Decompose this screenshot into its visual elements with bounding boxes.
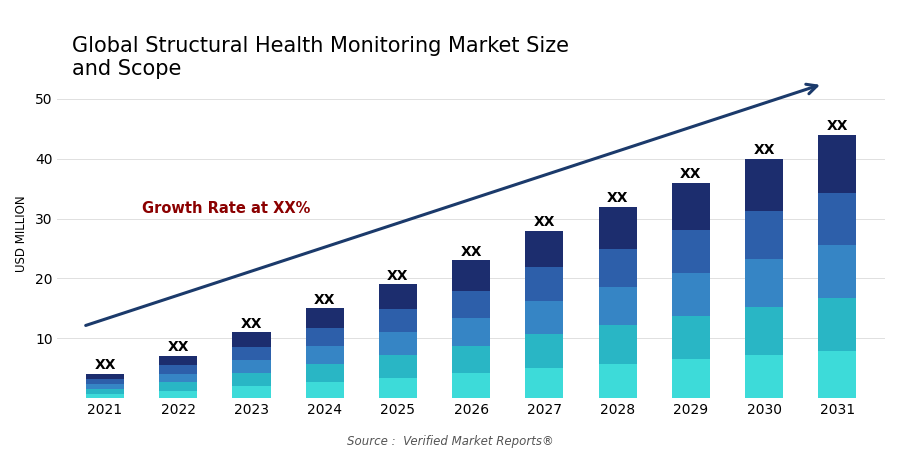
Bar <box>745 159 783 212</box>
Bar <box>526 301 563 334</box>
Bar <box>452 318 491 346</box>
Text: XX: XX <box>826 119 848 133</box>
Bar <box>306 308 344 328</box>
Bar <box>598 364 636 398</box>
Bar <box>159 382 197 391</box>
Text: XX: XX <box>314 292 336 306</box>
Bar <box>452 374 491 398</box>
Bar <box>672 273 710 316</box>
Bar <box>598 207 636 249</box>
Bar <box>818 193 857 245</box>
Bar <box>306 328 344 346</box>
Bar <box>306 382 344 398</box>
Bar <box>232 373 271 386</box>
Text: Source :  Verified Market Reports®: Source : Verified Market Reports® <box>346 436 554 449</box>
Bar <box>232 386 271 398</box>
Bar <box>818 298 857 351</box>
Bar <box>86 384 124 389</box>
Bar <box>818 351 857 398</box>
Text: XX: XX <box>387 269 409 283</box>
Bar <box>818 245 857 298</box>
Bar <box>745 307 783 355</box>
Bar <box>818 135 857 193</box>
Bar <box>526 230 563 267</box>
Bar <box>598 287 636 325</box>
Bar <box>672 360 710 398</box>
Text: Global Structural Health Monitoring Market Size
and Scope: Global Structural Health Monitoring Mark… <box>72 36 569 79</box>
Bar <box>452 261 491 291</box>
Text: XX: XX <box>607 191 628 205</box>
Bar <box>526 368 563 398</box>
Bar <box>452 291 491 318</box>
Text: XX: XX <box>241 316 262 330</box>
Text: Growth Rate at XX%: Growth Rate at XX% <box>141 201 310 216</box>
Bar <box>159 356 197 365</box>
Bar <box>672 316 710 360</box>
Bar <box>379 332 417 355</box>
Text: XX: XX <box>680 167 702 181</box>
Bar <box>232 347 271 360</box>
Text: XX: XX <box>167 341 189 355</box>
Bar <box>598 325 636 364</box>
Bar <box>672 183 710 230</box>
Bar <box>379 284 417 310</box>
Bar <box>379 310 417 332</box>
Bar <box>526 334 563 368</box>
Bar <box>598 249 636 287</box>
Bar <box>159 391 197 398</box>
Bar <box>745 259 783 307</box>
Bar <box>526 267 563 301</box>
Bar <box>232 332 271 347</box>
Text: XX: XX <box>94 358 116 373</box>
Bar <box>232 360 271 373</box>
Bar <box>306 346 344 364</box>
Bar <box>306 364 344 382</box>
Bar <box>672 230 710 273</box>
Bar <box>745 212 783 259</box>
Text: XX: XX <box>461 245 482 259</box>
Bar <box>86 389 124 394</box>
Bar <box>745 355 783 398</box>
Bar <box>379 378 417 398</box>
Bar <box>452 346 491 374</box>
Bar <box>379 355 417 378</box>
Bar <box>86 379 124 384</box>
Text: XX: XX <box>753 143 775 157</box>
Bar <box>86 374 124 379</box>
Bar <box>86 394 124 398</box>
Text: XX: XX <box>534 215 555 229</box>
Y-axis label: USD MILLION: USD MILLION <box>15 195 28 272</box>
Bar <box>159 365 197 374</box>
Bar <box>159 374 197 382</box>
